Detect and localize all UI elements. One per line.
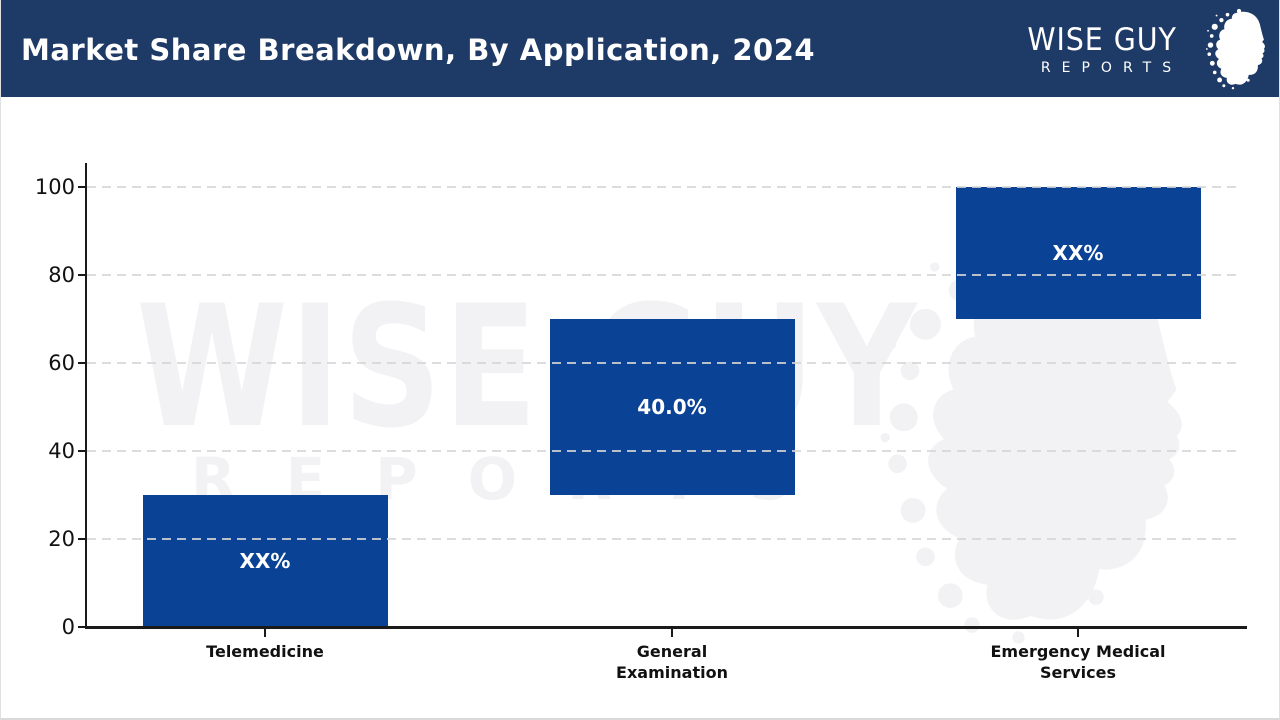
header: Market Share Breakdown, By Application, … xyxy=(1,0,1279,97)
bar-telemedicine: XX% xyxy=(142,495,388,627)
gridline-60 xyxy=(87,362,1241,364)
bar-value-label: XX% xyxy=(239,549,291,573)
x-tick-mark-0 xyxy=(264,629,266,637)
watermark-wordmark: WISE GUY xyxy=(136,269,919,465)
y-tick-label-80: 80 xyxy=(48,263,75,287)
bar-value-label: 40.0% xyxy=(637,395,707,419)
gridline-100 xyxy=(87,186,1241,188)
x-axis-label-1: General Examination xyxy=(616,642,728,682)
y-tick-label-0: 0 xyxy=(61,615,75,639)
x-axis-label-2: Emergency Medical Services xyxy=(990,642,1166,682)
x-axis-spine xyxy=(85,626,1247,629)
y-tick-mark-0 xyxy=(78,626,86,628)
x-axis-label-0: Telemedicine xyxy=(206,642,324,661)
bar-general-examination: 40.0% xyxy=(549,319,795,495)
y-tick-label-100: 100 xyxy=(34,175,75,199)
y-tick-mark-60 xyxy=(78,362,86,364)
y-tick-label-40: 40 xyxy=(48,439,75,463)
y-axis-spine xyxy=(85,163,87,629)
page-title: Market Share Breakdown, By Application, … xyxy=(21,33,816,67)
gridline-80 xyxy=(87,274,1241,276)
brand-logo: WISE GUY REPORTS xyxy=(1017,6,1267,92)
bar-value-label: XX% xyxy=(1052,241,1104,265)
y-tick-mark-100 xyxy=(78,186,86,188)
logo-text: WISE GUY REPORTS xyxy=(1017,22,1202,76)
logo-face-icon xyxy=(1205,8,1267,90)
y-tick-mark-80 xyxy=(78,274,86,276)
x-tick-mark-1 xyxy=(671,629,673,637)
logo-wordmark: WISE GUY xyxy=(1027,22,1177,58)
logo-reports-label: REPORTS xyxy=(1040,60,1183,76)
y-tick-label-20: 20 xyxy=(48,527,75,551)
gridline-40 xyxy=(87,450,1241,452)
x-tick-mark-2 xyxy=(1077,629,1079,637)
gridline-20 xyxy=(87,538,1241,540)
y-tick-label-60: 60 xyxy=(48,351,75,375)
y-tick-mark-20 xyxy=(78,538,86,540)
bar-emergency-medical-services: XX% xyxy=(955,187,1201,319)
y-tick-mark-40 xyxy=(78,450,86,452)
